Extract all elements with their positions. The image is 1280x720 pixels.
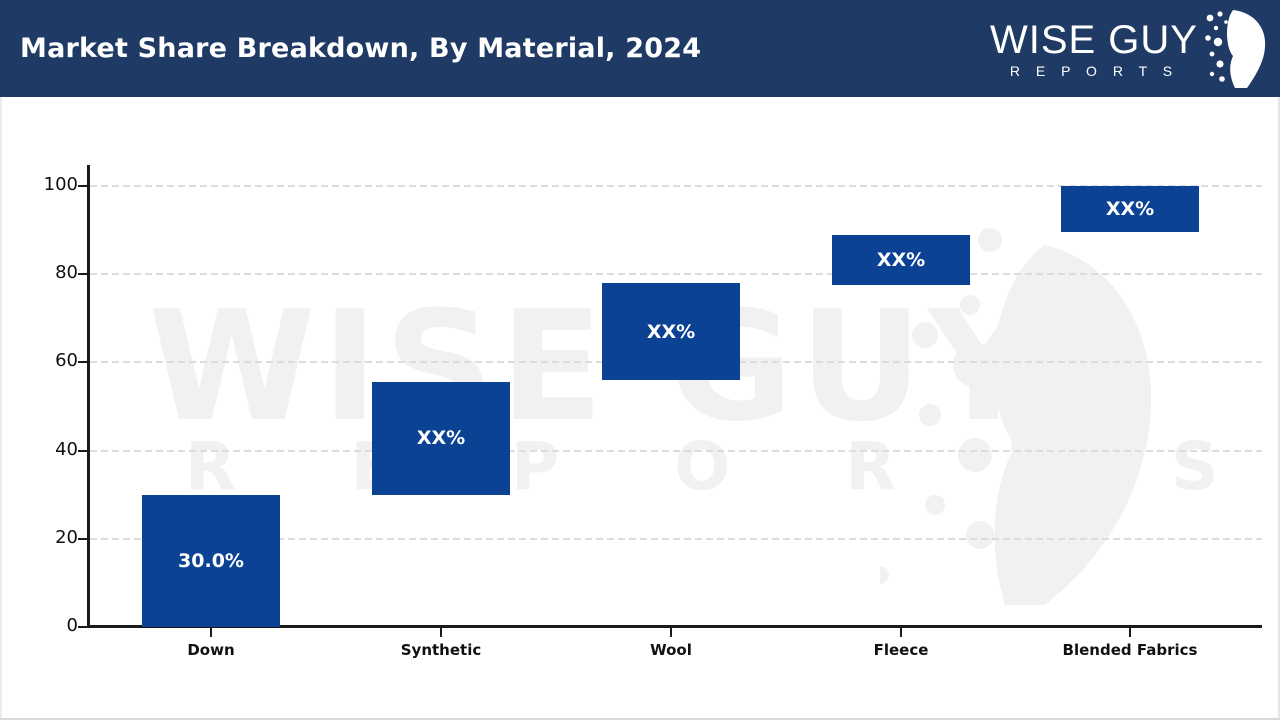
x-axis-tick bbox=[210, 628, 212, 637]
x-axis-category-label: Synthetic bbox=[400, 641, 482, 659]
bar-fleece: XX% bbox=[832, 234, 970, 286]
x-axis-category-label: Down bbox=[187, 641, 235, 659]
logo-text: WISE GUY R E P O R T S bbox=[990, 20, 1198, 78]
bar-value-label: XX% bbox=[876, 248, 926, 271]
wise-guy-reports-logo: WISE GUY R E P O R T S bbox=[990, 8, 1268, 90]
y-axis-tick-label: 20 bbox=[55, 526, 78, 548]
x-axis-tick bbox=[1129, 628, 1131, 637]
gridline bbox=[90, 537, 1262, 540]
logo-subtitle: R E P O R T S bbox=[1009, 62, 1179, 79]
watermark-wordmark: WISE GUY bbox=[148, 278, 1045, 455]
y-axis-tick bbox=[78, 273, 87, 276]
x-axis-category-label: Fleece bbox=[873, 641, 929, 659]
logo-face-icon bbox=[1205, 9, 1266, 88]
x-axis-tick bbox=[440, 628, 442, 637]
bar-blended-fabrics: XX% bbox=[1061, 186, 1199, 233]
y-axis-tick bbox=[78, 626, 87, 628]
y-axis-tick bbox=[78, 537, 87, 540]
y-axis-line bbox=[87, 165, 90, 628]
x-axis-category-label: Wool bbox=[650, 641, 692, 659]
bar-value-label: XX% bbox=[646, 320, 696, 343]
bar-value-label: 30.0% bbox=[178, 549, 244, 572]
x-axis-line bbox=[87, 625, 1262, 628]
y-axis-tick-label: 40 bbox=[55, 438, 78, 460]
y-axis-tick bbox=[78, 361, 87, 364]
chart-title: Market Share Breakdown, By Material, 202… bbox=[20, 33, 702, 64]
header-bar: Market Share Breakdown, By Material, 202… bbox=[0, 0, 1280, 97]
y-axis-tick-label: 80 bbox=[55, 262, 78, 284]
y-axis-tick-label: 0 bbox=[66, 615, 78, 636]
gridline bbox=[90, 273, 1262, 276]
x-axis-category-label: Blended Fabrics bbox=[1062, 641, 1198, 659]
y-axis-tick-label: 100 bbox=[43, 174, 78, 195]
gridline bbox=[90, 185, 1262, 187]
logo-wordmark: WISE GUY bbox=[989, 17, 1198, 62]
bar-down: 30.0% bbox=[142, 494, 280, 627]
bar-value-label: XX% bbox=[1105, 198, 1155, 221]
x-axis-tick bbox=[670, 628, 672, 637]
gridline bbox=[90, 449, 1262, 452]
bar-wool: XX% bbox=[602, 283, 740, 381]
bar-value-label: XX% bbox=[416, 427, 466, 450]
y-axis-tick bbox=[78, 449, 87, 452]
y-axis-tick-label: 60 bbox=[55, 350, 78, 372]
x-axis-tick bbox=[900, 628, 902, 637]
y-axis-tick bbox=[78, 185, 87, 187]
bar-synthetic: XX% bbox=[372, 382, 510, 495]
